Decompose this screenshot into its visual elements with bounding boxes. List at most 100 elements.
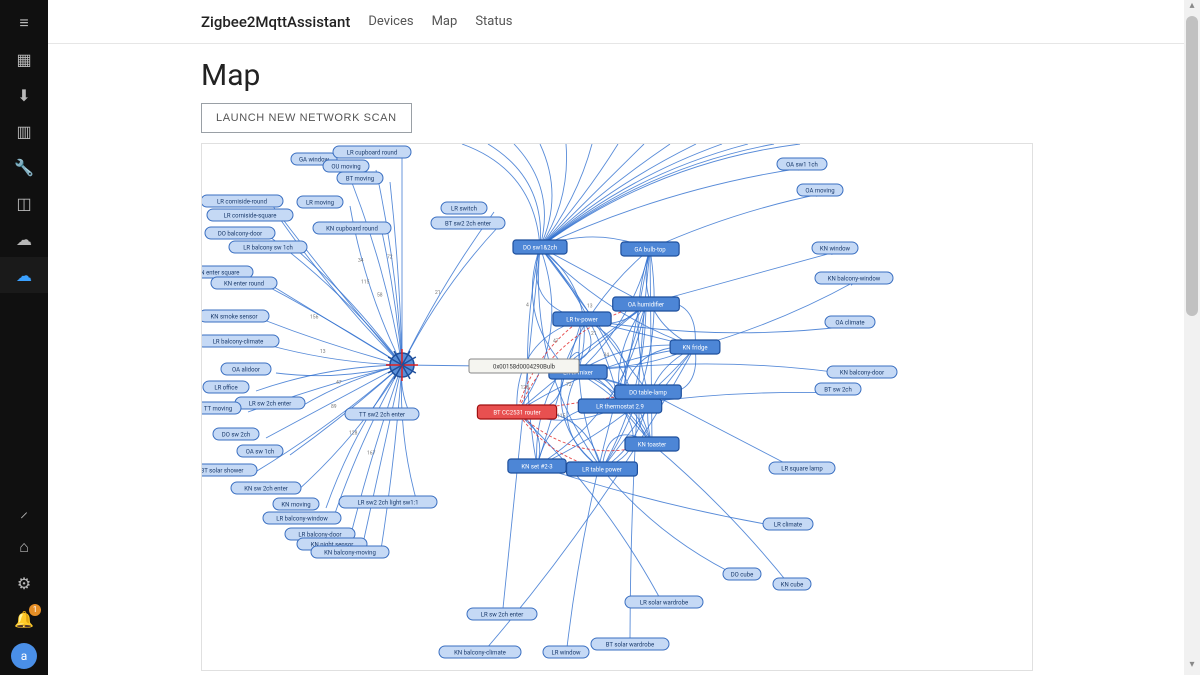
svg-text:KN balcony-moving: KN balcony-moving	[324, 550, 376, 557]
svg-text:LR window: LR window	[551, 650, 581, 657]
svg-text:LR balcony-door: LR balcony-door	[298, 532, 341, 539]
svg-text:128: 128	[349, 431, 358, 437]
svg-text:LR balcony-climate: LR balcony-climate	[213, 339, 264, 346]
scroll-down-icon[interactable]: ▾	[1184, 659, 1200, 675]
network-graph[interactable]: 4132134475872891041151281433472115156134…	[201, 143, 1033, 671]
svg-text:KN balcony-climate: KN balcony-climate	[454, 650, 506, 657]
svg-text:BT sw 2ch: BT sw 2ch	[824, 387, 852, 394]
svg-text:156: 156	[310, 315, 319, 321]
nav-status[interactable]: Status	[475, 14, 512, 29]
svg-text:OA moving: OA moving	[805, 188, 834, 195]
scrollbar-thumb[interactable]	[1186, 16, 1198, 316]
svg-text:LR moving: LR moving	[306, 200, 334, 207]
svg-text:115: 115	[361, 280, 370, 286]
svg-text:115: 115	[557, 414, 566, 420]
svg-text:KN moving: KN moving	[281, 502, 310, 509]
svg-text:GA bulb-top: GA bulb-top	[634, 247, 666, 254]
svg-text:LR switch: LR switch	[451, 206, 477, 213]
svg-text:DO cube: DO cube	[731, 572, 754, 579]
sidebar-user-icon[interactable]: ⬇	[0, 77, 48, 113]
svg-text:TT moving: TT moving	[204, 406, 232, 413]
svg-text:LR sw2 2ch light sw1:1: LR sw2 2ch light sw1:1	[357, 500, 418, 507]
svg-text:KN balcony-door: KN balcony-door	[840, 370, 884, 377]
svg-text:BT solar wardrobe: BT solar wardrobe	[606, 642, 654, 649]
sidebar-cloud-icon[interactable]: ☁	[0, 221, 48, 257]
svg-text:LR tv-power: LR tv-power	[566, 317, 597, 324]
svg-text:58: 58	[377, 293, 383, 299]
app-root: ≡▦⬇▥🔧◫☁☁ ⸝⌂⚙ 🔔 1 a Zigbee2MqttAssistant …	[0, 0, 1200, 675]
svg-text:LR cupboard round: LR cupboard round	[347, 150, 398, 157]
brand-title[interactable]: Zigbee2MqttAssistant	[201, 13, 350, 31]
svg-text:34: 34	[604, 353, 610, 359]
svg-text:DO sw1&2ch: DO sw1&2ch	[523, 245, 557, 252]
notifications-icon[interactable]: 🔔 1	[0, 601, 48, 637]
svg-text:KN toaster: KN toaster	[638, 442, 666, 449]
scrollbar-vertical[interactable]: ▴ ▾	[1184, 0, 1200, 675]
svg-text:LR square lamp: LR square lamp	[781, 466, 823, 473]
svg-text:OA alidoor: OA alidoor	[232, 367, 260, 374]
sidebar-chart-icon[interactable]: ▥	[0, 113, 48, 149]
svg-text:72: 72	[387, 255, 393, 261]
svg-text:BT CC2531 router: BT CC2531 router	[493, 410, 540, 417]
svg-text:BT solar shower: BT solar shower	[202, 468, 243, 475]
sidebar-tool-icon[interactable]: 🔧	[0, 149, 48, 185]
svg-text:LR balcony sw 1ch: LR balcony sw 1ch	[243, 245, 293, 252]
svg-text:LR office: LR office	[214, 385, 237, 392]
sidebar-menu-icon[interactable]: ≡	[0, 5, 48, 41]
svg-text:KN fridge: KN fridge	[682, 345, 707, 352]
topbar: Zigbee2MqttAssistant Devices Map Status	[48, 0, 1200, 44]
svg-text:OA climate: OA climate	[835, 320, 864, 327]
svg-text:OA sw 1ch: OA sw 1ch	[246, 449, 274, 456]
content: Map LAUNCH NEW NETWORK SCAN 4 13 21 34 47 58 7…	[48, 44, 1200, 675]
svg-text:DO balcony-door: DO balcony-door	[218, 231, 262, 238]
nav-devices[interactable]: Devices	[368, 14, 413, 29]
svg-text:21: 21	[435, 290, 441, 296]
svg-text:DO sw 2ch: DO sw 2ch	[222, 432, 250, 439]
svg-text:13: 13	[587, 304, 593, 310]
svg-text:KN smoke sensor: KN smoke sensor	[210, 314, 257, 321]
svg-text:LR thermostat 2.9: LR thermostat 2.9	[596, 404, 644, 411]
svg-text:LR sw 2ch enter: LR sw 2ch enter	[481, 612, 524, 619]
svg-text:KN window: KN window	[820, 246, 851, 253]
sidebar-dashboard-icon[interactable]: ▦	[0, 41, 48, 77]
sidebar-panel-icon[interactable]: ◫	[0, 185, 48, 221]
avatar[interactable]: a	[11, 643, 37, 669]
main-area: Zigbee2MqttAssistant Devices Map Status …	[48, 0, 1200, 675]
sidebar-wand-icon[interactable]: ⸝	[0, 493, 48, 529]
svg-text:47: 47	[553, 339, 559, 345]
scroll-up-icon[interactable]: ▴	[1184, 0, 1200, 16]
sidebar-cloud2-icon[interactable]: ☁	[0, 257, 48, 293]
sidebar-home-icon[interactable]: ⌂	[0, 529, 48, 565]
svg-text:128: 128	[521, 385, 530, 391]
sidebar: ≡▦⬇▥🔧◫☁☁ ⸝⌂⚙ 🔔 1 a	[0, 0, 48, 675]
svg-text:4: 4	[526, 303, 529, 309]
svg-text:BT moving: BT moving	[346, 176, 374, 183]
nav-map[interactable]: Map	[432, 14, 458, 29]
svg-text:LR table power: LR table power	[582, 467, 622, 474]
svg-text:LR solar wardrobe: LR solar wardrobe	[640, 600, 688, 607]
svg-text:BT sw2 2ch enter: BT sw2 2ch enter	[445, 221, 491, 228]
page-title: Map	[201, 58, 1200, 93]
svg-text:KN enter round: KN enter round	[224, 281, 264, 288]
svg-text:KN sw 2ch enter: KN sw 2ch enter	[244, 486, 288, 493]
svg-text:72: 72	[566, 382, 572, 388]
svg-text:OA sw1 1ch: OA sw1 1ch	[786, 162, 818, 169]
svg-text:KN set #2-3: KN set #2-3	[521, 464, 552, 471]
svg-text:34: 34	[358, 258, 364, 264]
svg-text:LR corniside-round: LR corniside-round	[217, 199, 267, 206]
svg-text:21: 21	[591, 331, 597, 337]
notification-badge: 1	[29, 604, 41, 616]
svg-text:0x00158d0004290Bulb: 0x00158d0004290Bulb	[493, 364, 556, 371]
svg-text:TT sw2 2ch enter: TT sw2 2ch enter	[359, 412, 405, 419]
svg-text:LR balcony-window: LR balcony-window	[276, 516, 328, 523]
svg-text:KN balcony-window: KN balcony-window	[828, 276, 881, 283]
svg-text:LR sw 2ch enter: LR sw 2ch enter	[249, 401, 292, 408]
svg-text:KN cube: KN cube	[781, 582, 804, 589]
launch-scan-button[interactable]: LAUNCH NEW NETWORK SCAN	[201, 103, 412, 133]
svg-text:OA humidifier: OA humidifier	[628, 302, 664, 309]
svg-text:13: 13	[320, 349, 326, 355]
sidebar-settings-icon[interactable]: ⚙	[0, 565, 48, 601]
svg-text:OU moving: OU moving	[331, 164, 360, 171]
svg-text:KN enter square: KN enter square	[202, 270, 239, 277]
svg-text:167: 167	[367, 451, 376, 457]
